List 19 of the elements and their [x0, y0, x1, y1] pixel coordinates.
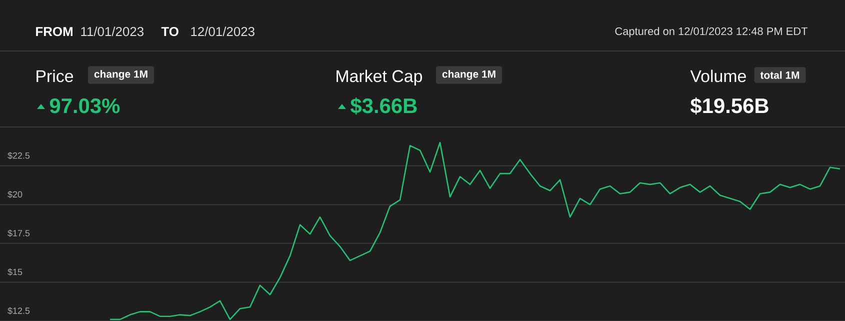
y-tick-label: $20	[8, 190, 22, 198]
y-tick-label: $15	[8, 268, 22, 276]
text: 97.03%	[50, 98, 120, 114]
y-tick-label: $17.5	[8, 230, 30, 237]
text: change 1M	[94, 70, 148, 80]
text: FROM	[36, 26, 72, 36]
text: Price	[36, 70, 74, 82]
y-tick-label: $22.5	[8, 152, 30, 160]
text: Market Cap	[336, 70, 422, 86]
y-tick-label: $12.5	[8, 307, 30, 314]
text: Captured on 12/01/2023 12:48 PM EDT	[615, 27, 808, 38]
text: $3.66B	[350, 97, 417, 115]
text: 12/01/2023	[191, 26, 254, 36]
text: TO	[161, 26, 178, 36]
text: Volume	[690, 70, 746, 82]
text: total 1M	[760, 71, 800, 79]
text: $19.56B	[690, 97, 768, 115]
text: 11/01/2023	[81, 26, 144, 36]
text: change 1M	[442, 70, 496, 80]
